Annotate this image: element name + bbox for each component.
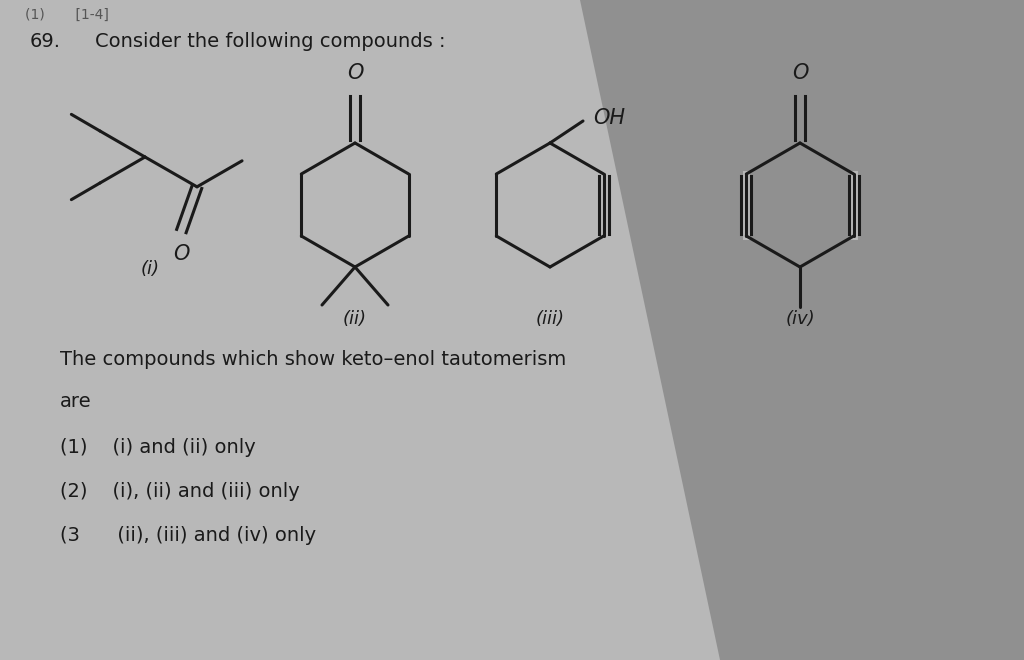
Text: O: O [792, 63, 808, 83]
Text: The compounds which show keto–enol tautomerism: The compounds which show keto–enol tauto… [60, 350, 566, 369]
Text: (1)       [1-4]: (1) [1-4] [25, 8, 109, 22]
Text: (ii): (ii) [343, 310, 367, 328]
Text: O: O [173, 244, 189, 264]
Text: are: are [60, 392, 91, 411]
Text: (i): (i) [140, 260, 160, 278]
Text: (2)    (i), (ii) and (iii) only: (2) (i), (ii) and (iii) only [60, 482, 300, 501]
Text: (1)    (i) and (ii) only: (1) (i) and (ii) only [60, 438, 256, 457]
Text: 69.: 69. [30, 32, 61, 51]
Polygon shape [580, 0, 1024, 660]
Text: O: O [347, 63, 364, 83]
Text: OH: OH [593, 108, 625, 128]
Text: (iv): (iv) [785, 310, 815, 328]
Text: (3      (ii), (iii) and (iv) only: (3 (ii), (iii) and (iv) only [60, 526, 316, 545]
Text: Consider the following compounds :: Consider the following compounds : [95, 32, 445, 51]
Text: (iii): (iii) [536, 310, 564, 328]
